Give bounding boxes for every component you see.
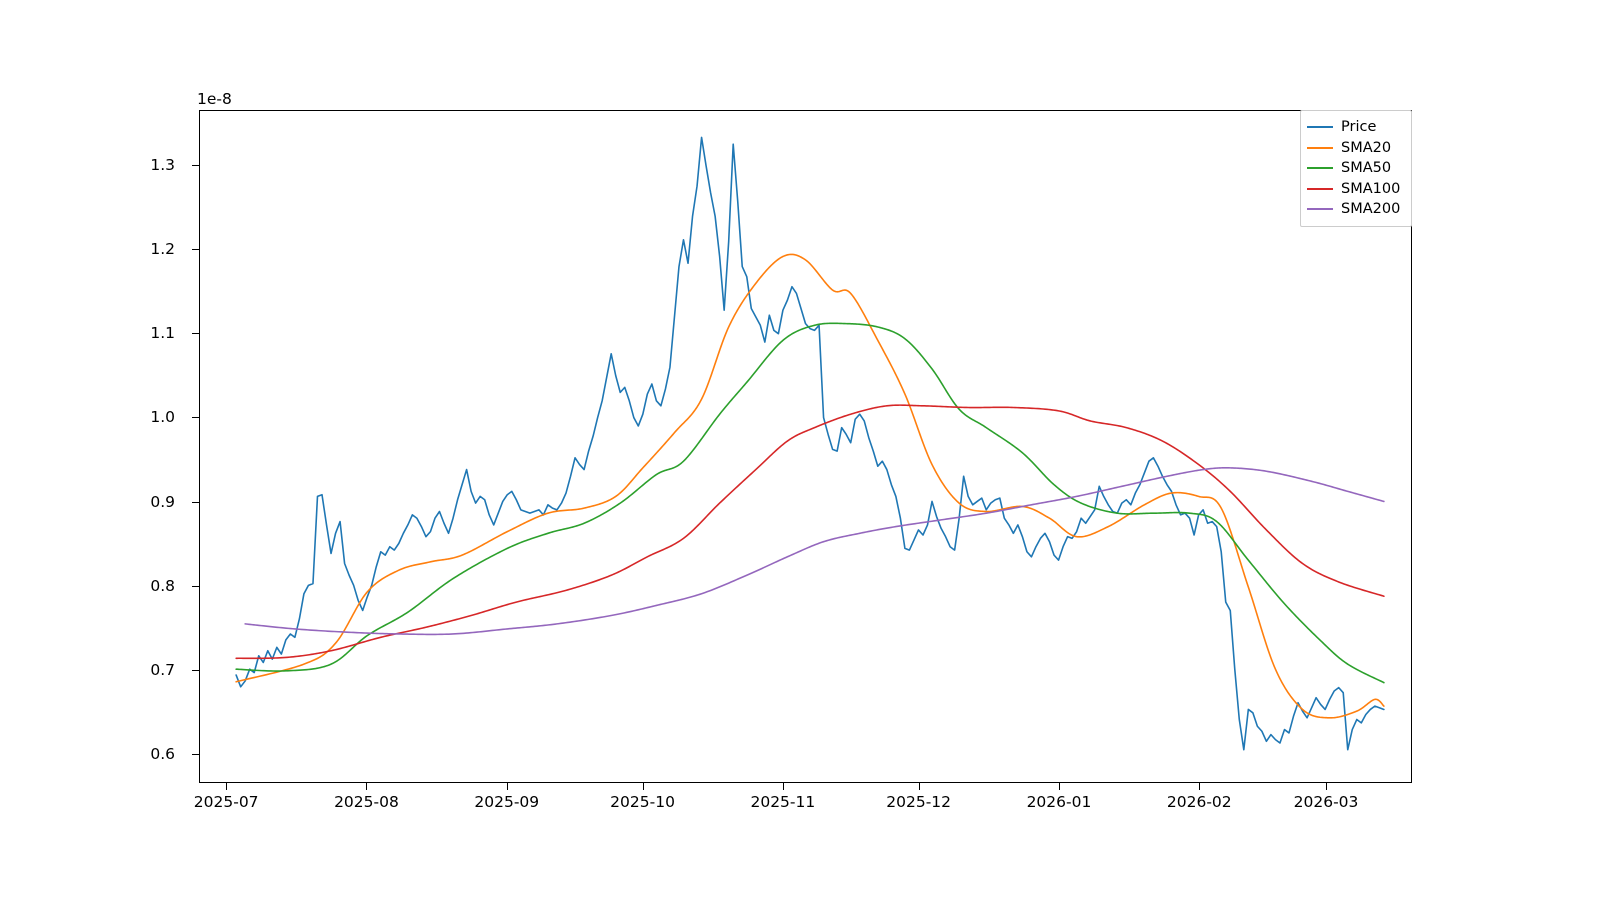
x-tick-label: 2025-07 — [193, 793, 259, 811]
legend-item-sma100[interactable]: SMA100 — [1307, 179, 1405, 200]
chart-legend[interactable]: Price SMA20 SMA50 SMA100 SMA200 — [1300, 110, 1412, 227]
x-tick-mark — [506, 783, 508, 790]
legend-item-sma50[interactable]: SMA50 — [1307, 158, 1405, 179]
y-tick-mark — [192, 333, 199, 335]
y-tick-label: 0.9 — [150, 492, 175, 511]
x-tick-label: 2025-09 — [474, 793, 540, 811]
legend-color-swatch — [1307, 146, 1333, 149]
x-tick-label: 2025-12 — [886, 793, 952, 811]
legend-item-label: SMA50 — [1341, 160, 1392, 176]
series-lines — [200, 111, 1411, 782]
legend-color-swatch — [1307, 208, 1333, 211]
y-tick-mark — [192, 501, 199, 503]
y-tick-label: 1.2 — [150, 240, 175, 259]
series-line-sma200 — [245, 468, 1384, 635]
y-tick-label: 1.0 — [150, 408, 175, 427]
y-tick-mark — [192, 417, 199, 419]
x-tick-label: 2025-10 — [610, 793, 675, 811]
y-tick-label: 0.8 — [150, 576, 175, 595]
x-tick-mark — [642, 783, 644, 790]
x-tick-mark — [366, 783, 368, 790]
legend-color-swatch — [1307, 126, 1333, 129]
series-line-sma20 — [236, 254, 1384, 717]
legend-item-label: Price — [1341, 119, 1377, 135]
x-tick-label: 2026-02 — [1166, 793, 1232, 811]
series-line-price — [236, 137, 1384, 749]
y-axis-offset-label: 1e-8 — [197, 90, 232, 108]
x-tick-label: 2026-01 — [1026, 793, 1092, 811]
x-axis-tick-labels: 2025-07 2025-08 2025-09 2025-10 2025-11 2025-… — [194, 789, 1412, 829]
legend-item-price[interactable]: Price — [1307, 117, 1405, 138]
y-tick-mark — [192, 249, 199, 251]
series-line-sma100 — [236, 405, 1384, 658]
legend-item-label: SMA100 — [1341, 180, 1401, 197]
x-tick-mark — [782, 783, 784, 790]
plot-area — [199, 110, 1412, 783]
legend-item-label: SMA200 — [1341, 201, 1401, 217]
y-tick-mark — [192, 165, 199, 167]
y-tick-label: 1.1 — [150, 324, 175, 343]
legend-color-swatch — [1307, 167, 1333, 170]
x-tick-mark — [1326, 783, 1327, 790]
series-line-sma50 — [236, 323, 1384, 682]
y-tick-label: 1.3 — [150, 156, 175, 175]
x-tick-label: 2026-03 — [1293, 793, 1359, 811]
x-tick-mark — [918, 783, 920, 790]
legend-item-sma20[interactable]: SMA20 — [1307, 138, 1405, 159]
legend-item-label: SMA20 — [1341, 139, 1392, 156]
y-tick-label: 0.7 — [150, 660, 175, 679]
y-axis-tick-labels: 0.6 0.7 0.8 0.9 1.0 1.1 1.2 1.3 — [0, 110, 189, 783]
y-tick-mark — [192, 585, 199, 587]
legend-color-swatch — [1307, 187, 1333, 190]
y-tick-label: 0.6 — [150, 744, 175, 763]
y-tick-mark — [192, 753, 199, 755]
x-tick-mark — [1199, 783, 1201, 790]
y-tick-mark — [192, 669, 199, 671]
x-tick-label: 2025-08 — [334, 793, 399, 811]
legend-item-sma200[interactable]: SMA200 — [1307, 199, 1405, 220]
x-tick-label: 2025-11 — [750, 793, 816, 811]
x-tick-mark — [1058, 783, 1060, 790]
x-tick-mark — [226, 783, 228, 790]
